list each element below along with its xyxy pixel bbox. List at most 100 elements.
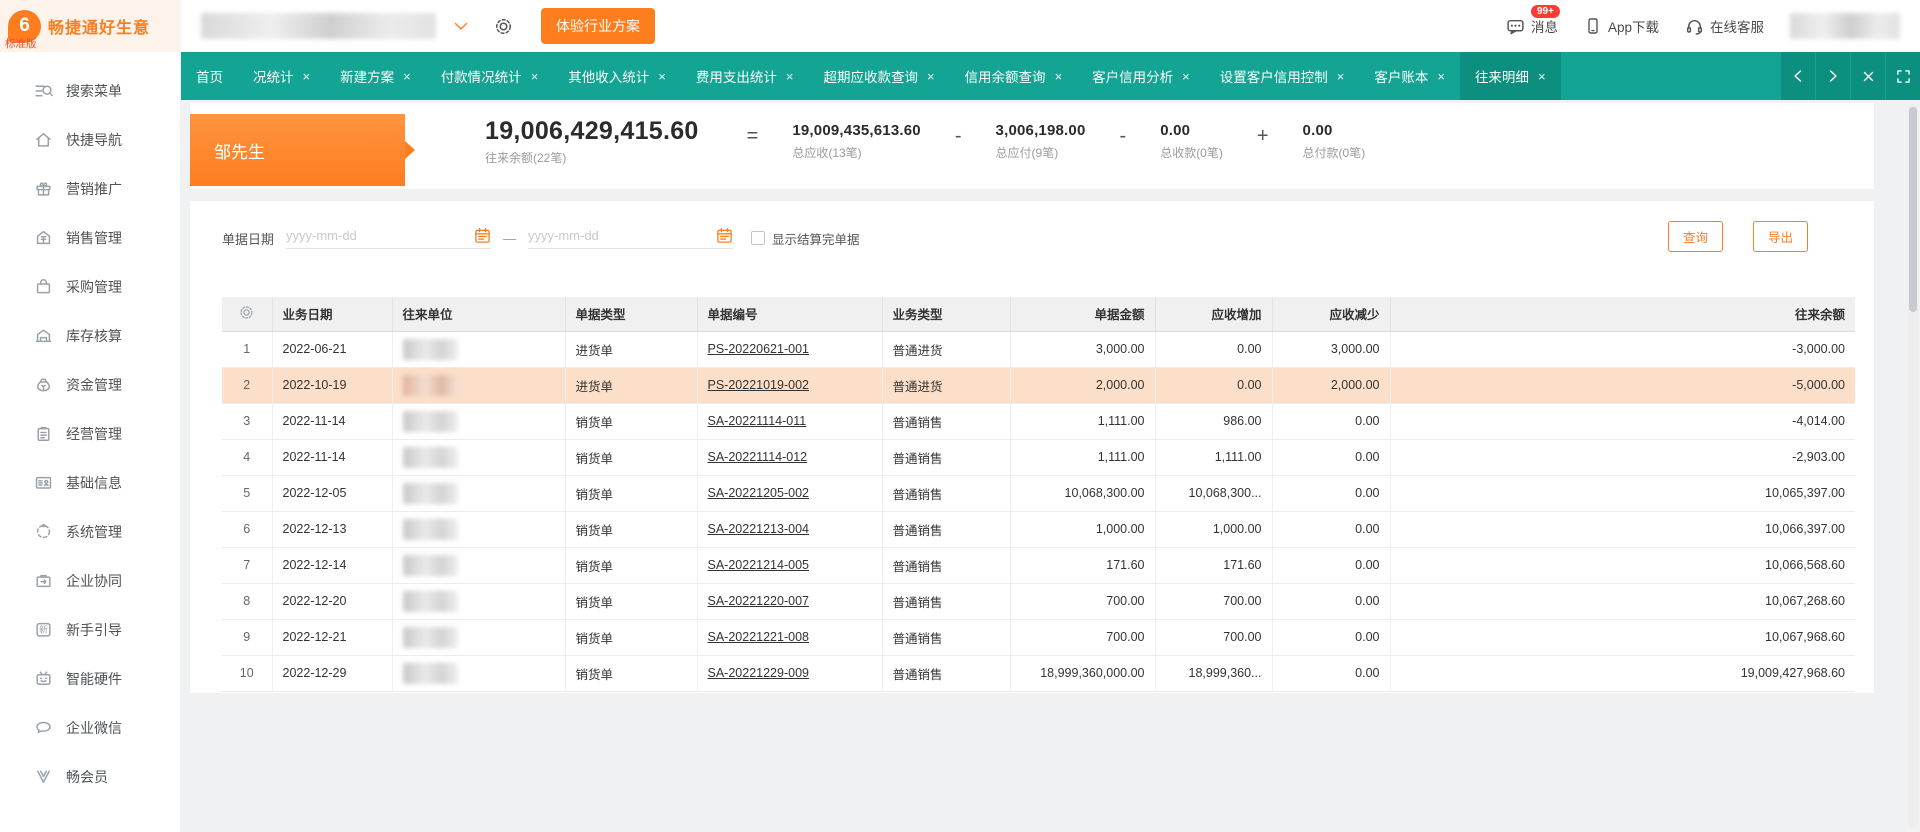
online-service-button[interactable]: 在线客服 <box>1685 16 1764 36</box>
system-icon <box>240 306 253 319</box>
sidebar-item-搜索菜单[interactable]: 搜索菜单 <box>0 66 180 115</box>
calendar-icon[interactable] <box>474 227 491 244</box>
messages-button[interactable]: 消息 99+ <box>1506 4 1561 36</box>
sidebar-item-系统管理[interactable]: 系统管理 <box>0 507 180 556</box>
export-button[interactable]: 导出 <box>1752 221 1808 252</box>
cell-doc_type: 销货单 <box>565 655 698 692</box>
sidebar-item-快捷导航[interactable]: 快捷导航 <box>0 115 180 164</box>
cell-incr: 986.00 <box>1155 403 1273 440</box>
tab-客户信用分析[interactable]: 客户信用分析 × <box>1077 52 1205 100</box>
cell-decr: 0.00 <box>1272 475 1391 512</box>
date-from-field[interactable] <box>286 227 492 249</box>
experience-solution-button[interactable]: 体验行业方案 <box>541 8 655 44</box>
sidebar-item-资金管理[interactable]: 资金管理 <box>0 360 180 409</box>
tab-超期应收款查询[interactable]: 超期应收款查询 × <box>808 52 949 100</box>
tab-close-icon[interactable]: × <box>1437 68 1445 84</box>
tab-close-icon[interactable]: × <box>530 68 539 84</box>
doc-number-link[interactable]: PS-20221019-002 <box>707 378 809 392</box>
doc-number-link[interactable]: SA-20221114-012 <box>707 450 808 464</box>
tab-往来明细[interactable]: 往来明细 × <box>1459 52 1561 100</box>
column-header-业务类型[interactable]: 业务类型 <box>882 297 1011 332</box>
tab-close-icon[interactable]: × <box>785 68 794 84</box>
doc-number-link[interactable]: SA-20221221-008 <box>707 630 809 644</box>
tab-首页[interactable]: 首页 <box>181 52 238 100</box>
doc-number-link[interactable]: SA-20221214-005 <box>707 558 809 572</box>
sidebar-item-企业协同[interactable]: 企业协同 <box>0 556 180 605</box>
date-from-input[interactable] <box>286 228 475 243</box>
tab-close-icon[interactable]: × <box>658 68 666 84</box>
show-settled-checkbox[interactable]: 显示结算完单据 <box>751 229 860 248</box>
sidebar-item-销售管理[interactable]: 销售管理 <box>0 213 180 262</box>
tab-费用支出统计[interactable]: 费用支出统计 × <box>681 52 809 100</box>
tab-close-icon[interactable]: × <box>1537 68 1546 84</box>
calendar-icon[interactable] <box>716 227 733 244</box>
cell-amount: 3,000.00 <box>1010 331 1156 368</box>
cell-date: 2022-12-13 <box>272 511 393 548</box>
tab-信用余额查询[interactable]: 信用余额查询 × <box>950 52 1078 100</box>
sidebar-item-畅会员[interactable]: 畅会员 <box>0 752 180 801</box>
purchase-icon <box>36 279 51 294</box>
checkbox-box[interactable] <box>751 231 766 245</box>
sidebar-menu: 搜索菜单 快捷导航 营销推广 销售管理 采购管理 库存核算 资金管理 经营管理 基础信息 系统管理… <box>0 52 181 832</box>
column-header-应收增加[interactable]: 应收增加 <box>1155 297 1273 332</box>
doc-number-link[interactable]: PS-20220621-001 <box>707 342 809 356</box>
tab-设置客户信用控制[interactable]: 设置客户信用控制 × <box>1205 52 1360 100</box>
doc-number-link[interactable]: SA-20221229-009 <box>707 666 809 680</box>
doc-number-link[interactable]: SA-20221114-011 <box>707 414 807 428</box>
doc-number-link[interactable]: SA-20221205-002 <box>707 486 809 500</box>
balance-formula: 19,006,429,415.60 往来余额(22笔) = 19,009,435,… <box>485 117 1365 166</box>
column-settings-gear-icon[interactable] <box>222 297 273 332</box>
tab-其他收入统计[interactable]: 其他收入统计 × <box>553 52 681 100</box>
formula-operator: - <box>954 125 962 147</box>
cell-incr: 0.00 <box>1155 367 1273 404</box>
sidebar-item-新手引导[interactable]: 新 新手引导 <box>0 605 180 654</box>
column-header-业务日期[interactable]: 业务日期 <box>272 297 393 332</box>
summary-term-value: 0.00 <box>1160 122 1191 139</box>
sidebar-item-智能硬件[interactable]: 智能硬件 <box>0 654 180 703</box>
sidebar-item-基础信息[interactable]: 基础信息 <box>0 458 180 507</box>
tab-scroll-left-button[interactable] <box>1781 52 1815 100</box>
app-download-button[interactable]: App下载 <box>1584 16 1659 36</box>
close-all-tabs-button[interactable] <box>1851 52 1885 100</box>
date-to-input[interactable] <box>528 228 717 243</box>
sidebar-item-企业微信[interactable]: 企业微信 <box>0 703 180 752</box>
settings-gear-icon[interactable] <box>494 17 513 36</box>
column-header-往来单位[interactable]: 往来单位 <box>392 297 566 332</box>
redacted-blur <box>402 518 458 540</box>
vertical-scrollbar <box>1908 104 1918 828</box>
column-header-应收减少[interactable]: 应收减少 <box>1272 297 1391 332</box>
chevron-down-icon[interactable] <box>454 22 468 31</box>
tab-close-icon[interactable]: × <box>926 68 935 84</box>
tab-label: 客户信用分析 <box>1092 70 1174 85</box>
tab-close-icon[interactable]: × <box>1054 68 1063 84</box>
column-header-单据编号[interactable]: 单据编号 <box>697 297 883 332</box>
cell-biz_type: 普通销售 <box>882 475 1011 512</box>
tab-付款情况统计[interactable]: 付款情况统计 × <box>426 52 554 100</box>
tab-客户账本[interactable]: 客户账本 × <box>1359 52 1460 100</box>
tab-scroll-right-button[interactable] <box>1816 52 1850 100</box>
tab-close-icon[interactable]: × <box>302 68 311 84</box>
date-to-field[interactable] <box>528 227 734 249</box>
column-header-往来余额[interactable]: 往来余额 <box>1390 297 1855 332</box>
doc-number-link[interactable]: SA-20221213-004 <box>707 522 809 536</box>
tab-close-icon[interactable]: × <box>1182 68 1190 84</box>
summary-term-label: 总应收(13笔) <box>792 146 862 160</box>
tab-close-icon[interactable]: × <box>1336 68 1345 84</box>
funds-icon <box>37 378 50 392</box>
tab-新建方案[interactable]: 新建方案 × <box>325 52 426 100</box>
column-header-单据金额[interactable]: 单据金额 <box>1010 297 1156 332</box>
tab-close-icon[interactable]: × <box>403 68 411 84</box>
doc-number-link[interactable]: SA-20221220-007 <box>707 594 809 608</box>
sidebar-item-营销推广[interactable]: 营销推广 <box>0 164 180 213</box>
column-header-单据类型[interactable]: 单据类型 <box>565 297 698 332</box>
query-button[interactable]: 查询 <box>1667 221 1723 252</box>
fullscreen-icon[interactable] <box>1886 52 1920 100</box>
cell-doc-no: PS-20221019-002 <box>697 367 883 404</box>
phone-icon <box>1588 18 1598 34</box>
sidebar-item-经营管理[interactable]: 经营管理 <box>0 409 180 458</box>
customer-ribbon[interactable]: 邹先生 <box>190 114 415 186</box>
scrollbar-thumb[interactable] <box>1909 107 1917 312</box>
sidebar-item-库存核算[interactable]: 库存核算 <box>0 311 180 360</box>
tab-况统计[interactable]: 况统计 × <box>238 52 325 100</box>
sidebar-item-采购管理[interactable]: 采购管理 <box>0 262 180 311</box>
